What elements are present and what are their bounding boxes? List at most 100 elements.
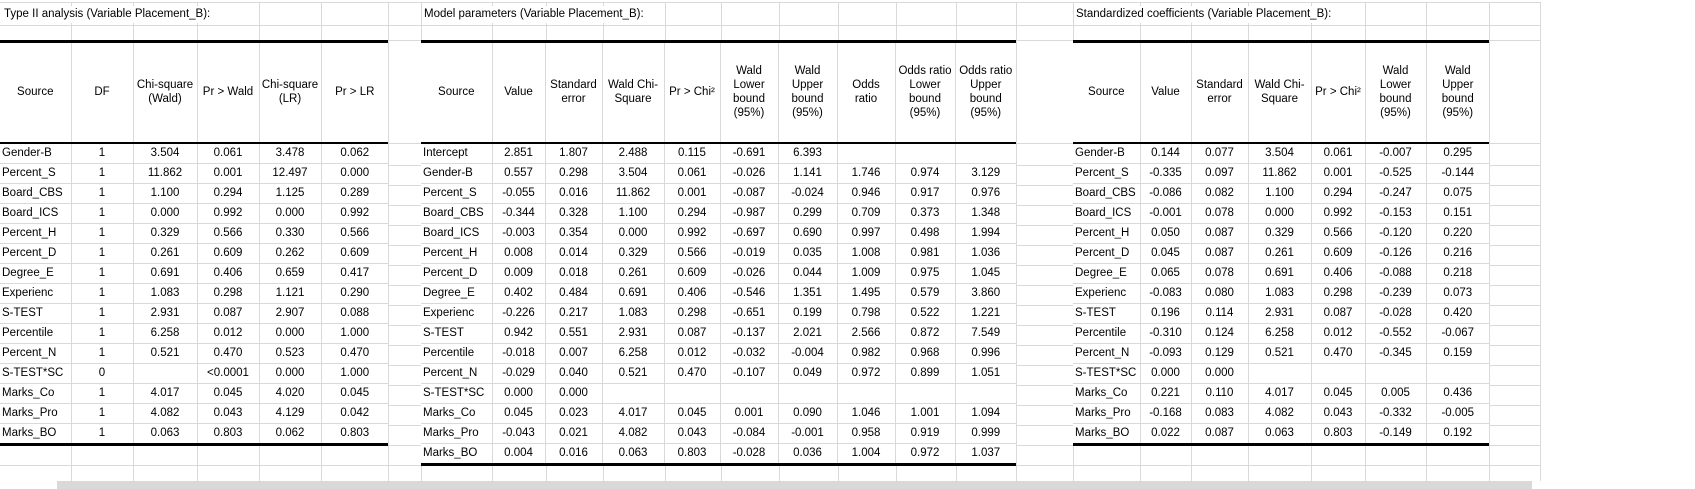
value-cell[interactable]: -0.032 [720, 343, 779, 364]
value-cell[interactable] [778, 383, 838, 404]
value-cell[interactable]: 0.007 [545, 343, 603, 364]
value-cell[interactable]: 0.043 [664, 423, 721, 444]
source-cell[interactable]: Percent_S [1073, 163, 1141, 184]
source-cell[interactable]: Board_CBS [1073, 183, 1141, 204]
value-cell[interactable] [837, 383, 896, 404]
value-cell[interactable]: 1.036 [955, 243, 1016, 264]
value-cell[interactable]: -0.239 [1365, 283, 1427, 304]
value-cell[interactable]: 6.258 [133, 323, 198, 344]
source-cell[interactable]: Percent_S [421, 183, 493, 204]
value-cell[interactable]: 1.001 [895, 403, 956, 424]
value-cell[interactable]: 0.899 [895, 363, 956, 384]
source-cell[interactable]: Percent_H [421, 243, 493, 264]
value-cell[interactable]: 0.566 [197, 223, 260, 244]
model-parameters-title[interactable]: Model parameters (Variable Placement_B): [424, 6, 658, 23]
source-cell[interactable]: Percent_S [0, 163, 72, 184]
value-cell[interactable]: 0.329 [602, 243, 665, 264]
value-cell[interactable]: 3.504 [133, 142, 198, 164]
value-cell[interactable]: 0.470 [321, 343, 388, 364]
value-cell[interactable]: 0.609 [1311, 243, 1366, 264]
source-cell[interactable]: Percentile [1073, 323, 1141, 344]
value-cell[interactable]: 0.522 [895, 303, 956, 324]
value-cell[interactable]: 1.121 [259, 283, 322, 304]
value-cell[interactable]: -0.005 [1426, 403, 1489, 424]
value-cell[interactable]: 6.258 [602, 343, 665, 364]
value-cell[interactable]: 0.012 [664, 343, 721, 364]
value-cell[interactable]: 0.050 [1140, 223, 1192, 244]
source-cell[interactable]: Board_ICS [0, 203, 72, 224]
value-cell[interactable]: 0.484 [545, 283, 603, 304]
value-cell[interactable]: 0.001 [664, 183, 721, 204]
value-cell[interactable]: 0.566 [1311, 223, 1366, 244]
value-cell[interactable]: 0.551 [545, 323, 603, 344]
value-cell[interactable]: -0.001 [1140, 203, 1192, 224]
value-cell[interactable]: -0.345 [1365, 343, 1427, 364]
value-cell[interactable]: 0.196 [1140, 303, 1192, 324]
value-cell[interactable]: 0.000 [259, 363, 322, 384]
value-cell[interactable]: 0.298 [1311, 283, 1366, 304]
value-cell[interactable]: -0.084 [720, 423, 779, 444]
column-header[interactable]: Odds ratio [837, 41, 896, 144]
value-cell[interactable]: 0.078 [1191, 263, 1249, 284]
value-cell[interactable]: 0.009 [492, 263, 546, 284]
source-cell[interactable]: S-TEST*SC [0, 363, 72, 384]
value-cell[interactable]: -0.168 [1140, 403, 1192, 424]
value-cell[interactable]: 0.406 [664, 283, 721, 304]
column-header[interactable]: Wald Upper bound (95%) [1426, 41, 1489, 144]
type2-analysis-title[interactable]: Type II analysis (Variable Placement_B): [4, 6, 225, 23]
value-cell[interactable]: 1.083 [133, 283, 198, 304]
value-cell[interactable]: 1.746 [837, 163, 896, 184]
value-cell[interactable]: 0.992 [321, 203, 388, 224]
value-cell[interactable]: 0.402 [492, 283, 546, 304]
value-cell[interactable]: 0.063 [1248, 423, 1312, 444]
value-cell[interactable]: 1.348 [955, 203, 1016, 224]
value-cell[interactable]: 0.996 [955, 343, 1016, 364]
value-cell[interactable]: 1 [71, 383, 134, 404]
value-cell[interactable]: 0.016 [545, 183, 603, 204]
value-cell[interactable]: 0.566 [321, 223, 388, 244]
column-header[interactable]: Source [0, 41, 72, 144]
value-cell[interactable]: 2.566 [837, 323, 896, 344]
value-cell[interactable]: 0.298 [197, 283, 260, 304]
value-cell[interactable]: 1.000 [321, 363, 388, 384]
value-cell[interactable]: 0.000 [259, 203, 322, 224]
value-cell[interactable]: 0.000 [1191, 363, 1249, 384]
value-cell[interactable]: 0.294 [197, 183, 260, 204]
value-cell[interactable]: -0.043 [492, 423, 546, 444]
value-cell[interactable]: 0.690 [778, 223, 838, 244]
value-cell[interactable]: 0.045 [197, 383, 260, 404]
value-cell[interactable]: 1.004 [837, 443, 896, 464]
source-cell[interactable]: Degree_E [421, 283, 493, 304]
source-cell[interactable]: Marks_Co [1073, 383, 1141, 404]
value-cell[interactable]: 0.289 [321, 183, 388, 204]
value-cell[interactable]: 0 [71, 363, 134, 384]
value-cell[interactable]: 0.049 [778, 363, 838, 384]
value-cell[interactable]: 1 [71, 263, 134, 284]
value-cell[interactable]: 0.063 [602, 443, 665, 464]
value-cell[interactable]: 0.043 [1311, 403, 1366, 424]
value-cell[interactable] [895, 142, 956, 164]
value-cell[interactable]: 0.609 [321, 243, 388, 264]
value-cell[interactable]: 0.045 [664, 403, 721, 424]
value-cell[interactable]: 1.009 [837, 263, 896, 284]
value-cell[interactable]: 0.262 [259, 243, 322, 264]
source-cell[interactable]: Percent_D [421, 263, 493, 284]
value-cell[interactable]: 0.035 [778, 243, 838, 264]
value-cell[interactable]: 0.012 [1311, 323, 1366, 344]
value-cell[interactable]: 0.218 [1426, 263, 1489, 284]
value-cell[interactable]: 0.097 [1191, 163, 1249, 184]
source-cell[interactable]: Gender-B [1073, 142, 1141, 164]
standardized-coefficients-title[interactable]: Standardized coefficients (Variable Plac… [1076, 6, 1346, 23]
value-cell[interactable]: 0.001 [197, 163, 260, 184]
source-cell[interactable]: Percentile [0, 323, 72, 344]
value-cell[interactable]: 4.017 [1248, 383, 1312, 404]
value-cell[interactable]: 0.000 [321, 163, 388, 184]
value-cell[interactable]: 1.994 [955, 223, 1016, 244]
value-cell[interactable]: -0.144 [1426, 163, 1489, 184]
value-cell[interactable]: 0.044 [778, 263, 838, 284]
source-cell[interactable]: Gender-B [421, 163, 493, 184]
value-cell[interactable]: 1 [71, 142, 134, 164]
value-cell[interactable]: 12.497 [259, 163, 322, 184]
value-cell[interactable]: 0.110 [1191, 383, 1249, 404]
value-cell[interactable] [133, 363, 198, 384]
